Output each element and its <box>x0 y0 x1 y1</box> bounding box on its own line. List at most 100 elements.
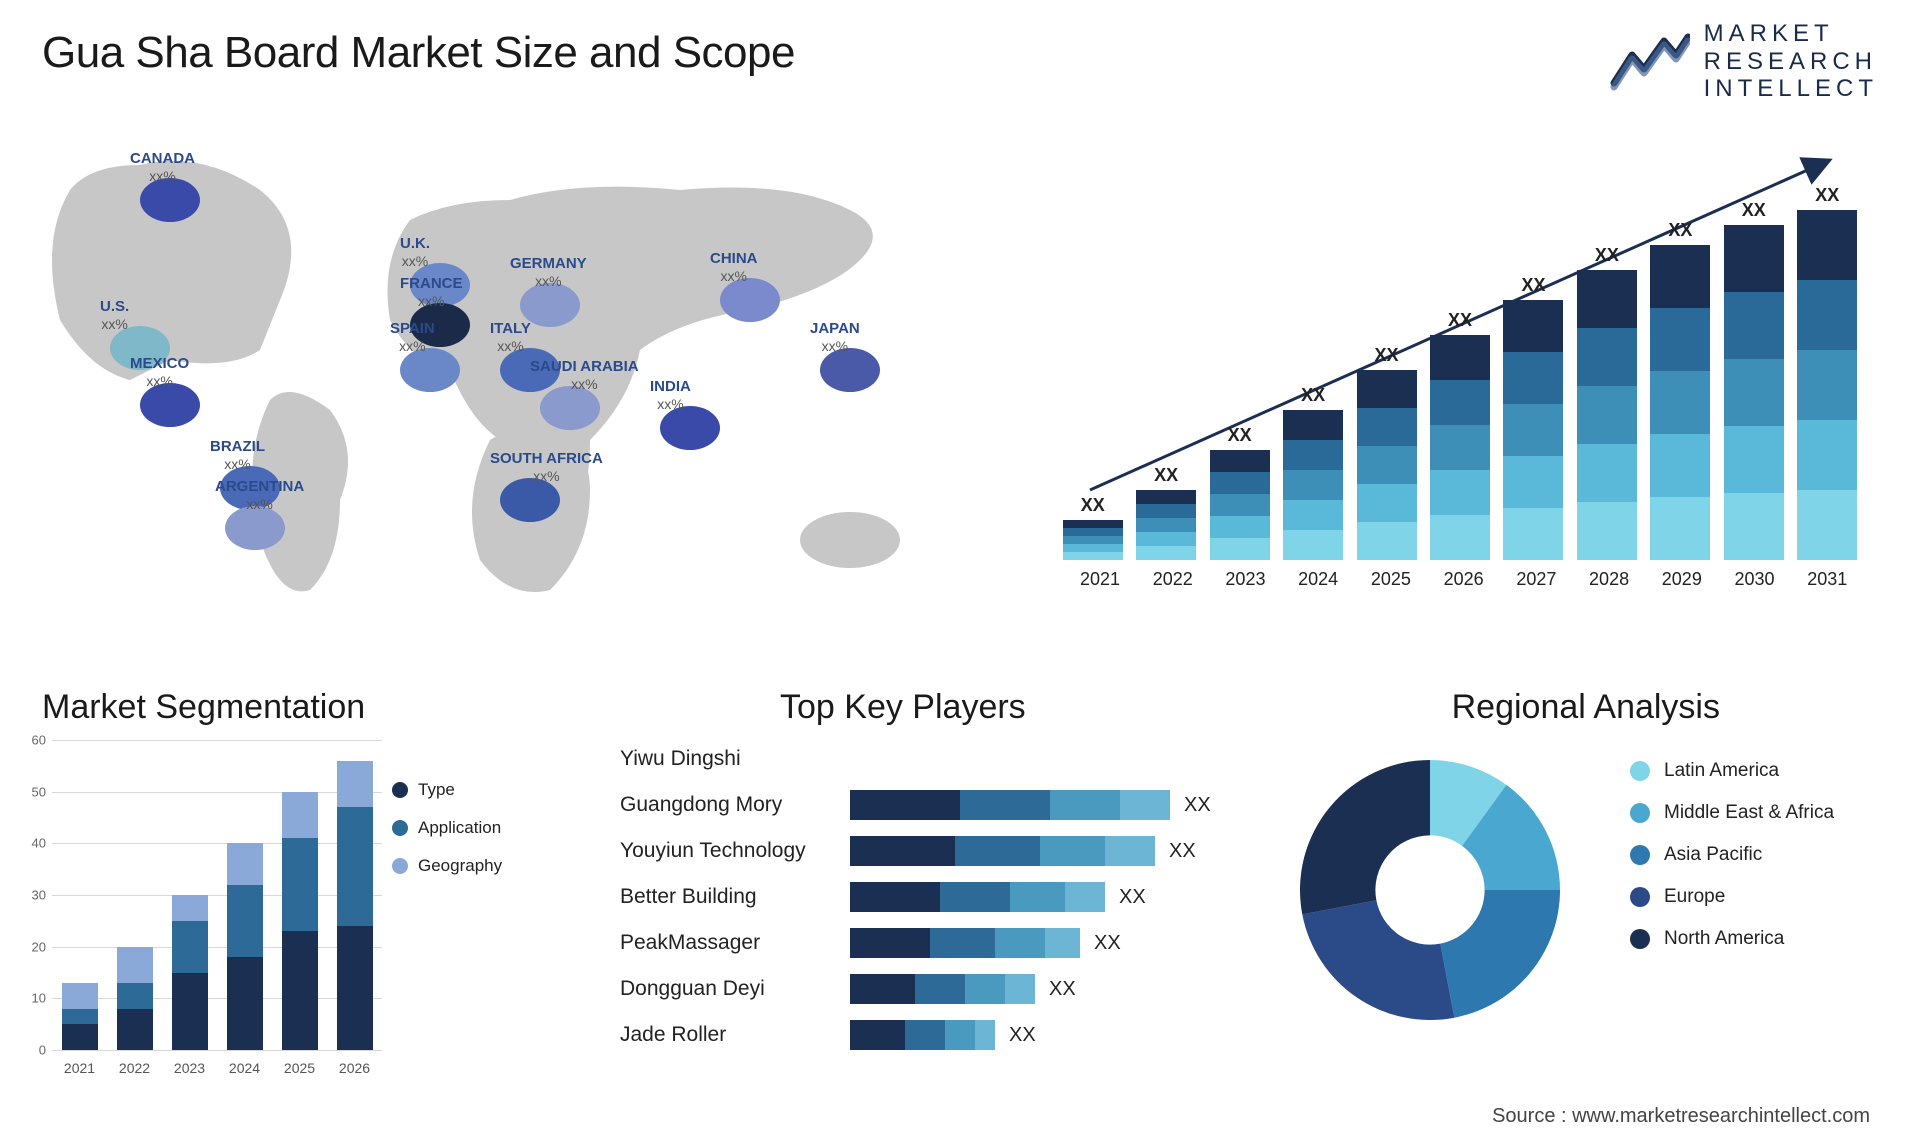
bar-segment <box>62 1024 98 1050</box>
bar-segment <box>62 983 98 1009</box>
player-row: Dongguan DeyiXX <box>620 970 1240 1008</box>
bar-segment <box>1045 928 1080 958</box>
bar-segment <box>337 926 373 1050</box>
bar-segment <box>1136 546 1196 560</box>
donut-svg <box>1290 750 1570 1030</box>
bar-segment <box>1503 456 1563 508</box>
bar-segment <box>1136 504 1196 518</box>
bar-segment <box>1063 528 1123 536</box>
bar-segment <box>1577 270 1637 328</box>
forecast-bar-value: XX <box>1742 200 1766 221</box>
player-name: PeakMassager <box>620 931 850 955</box>
bar-segment <box>1577 328 1637 386</box>
map-country-label: JAPANxx% <box>810 320 860 355</box>
bar-segment <box>227 885 263 957</box>
segmentation-bar <box>227 843 263 1050</box>
bar-segment <box>1357 370 1417 408</box>
forecast-category-label: 2022 <box>1137 569 1209 590</box>
forecast-bar: XX <box>1574 245 1639 560</box>
legend-item: Europe <box>1630 886 1870 908</box>
bar-segment <box>1063 536 1123 544</box>
map-country-label: ITALYxx% <box>490 320 531 355</box>
forecast-bar-value: XX <box>1448 310 1472 331</box>
bar-segment <box>1283 440 1343 470</box>
forecast-bar-value: XX <box>1301 385 1325 406</box>
bar-segment <box>850 790 960 820</box>
bar-segment <box>955 836 1040 866</box>
bar-segment <box>1136 490 1196 504</box>
brand-logo: MARKET RESEARCH INTELLECT <box>1610 20 1878 103</box>
player-row: Yiwu Dingshi <box>620 740 1240 778</box>
bar-segment <box>62 1009 98 1025</box>
segmentation-title: Market Segmentation <box>42 688 365 727</box>
bar-segment <box>1050 790 1120 820</box>
bar-segment <box>1797 350 1857 420</box>
player-row: Better BuildingXX <box>620 878 1240 916</box>
bar-segment <box>1065 882 1105 912</box>
regional-chart: Latin AmericaMiddle East & AfricaAsia Pa… <box>1290 740 1870 1090</box>
bar-segment <box>1210 538 1270 560</box>
segmentation-bar <box>282 792 318 1050</box>
player-name: Youyiun Technology <box>620 839 850 863</box>
forecast-bar: XX <box>1427 310 1492 560</box>
bar-segment <box>850 1020 905 1050</box>
logo-line3: INTELLECT <box>1704 75 1878 103</box>
bar-segment <box>1503 404 1563 456</box>
bar-segment <box>1724 493 1784 560</box>
bar-segment <box>1105 836 1155 866</box>
legend-item: Latin America <box>1630 760 1870 782</box>
bar-segment <box>965 974 1005 1004</box>
x-tick-label: 2023 <box>174 1060 205 1076</box>
bar-segment <box>1136 532 1196 546</box>
bar-segment <box>337 807 373 926</box>
player-bar <box>850 790 1170 820</box>
x-tick-label: 2024 <box>229 1060 260 1076</box>
bar-segment <box>945 1020 975 1050</box>
bar-segment <box>1357 484 1417 522</box>
map-country-label: CHINAxx% <box>710 250 758 285</box>
bar-segment <box>282 931 318 1050</box>
map-country-label: GERMANYxx% <box>510 255 587 290</box>
legend-item: Geography <box>392 856 542 876</box>
y-tick-label: 50 <box>32 784 46 799</box>
legend-swatch-icon <box>1630 803 1650 823</box>
legend-item: Asia Pacific <box>1630 844 1870 866</box>
forecast-category-label: 2029 <box>1646 569 1718 590</box>
bar-segment <box>1005 974 1035 1004</box>
forecast-category-label: 2031 <box>1791 569 1863 590</box>
player-bar <box>850 1020 995 1050</box>
y-tick-label: 10 <box>32 991 46 1006</box>
bar-segment <box>1430 515 1490 560</box>
x-tick-label: 2026 <box>339 1060 370 1076</box>
bar-segment <box>940 882 1010 912</box>
legend-swatch-icon <box>1630 761 1650 781</box>
player-name: Better Building <box>620 885 850 909</box>
map-country-label: U.S.xx% <box>100 298 129 333</box>
forecast-category-label: 2026 <box>1428 569 1500 590</box>
player-bar <box>850 836 1155 866</box>
donut-slice <box>1302 900 1454 1020</box>
legend-swatch-icon <box>392 782 408 798</box>
legend-item: Application <box>392 818 542 838</box>
forecast-bar-value: XX <box>1375 345 1399 366</box>
bar-segment <box>1040 836 1105 866</box>
world-map-chart: CANADAxx%U.S.xx%MEXICOxx%BRAZILxx%ARGENT… <box>30 120 950 620</box>
bar-segment <box>930 928 995 958</box>
bar-segment <box>337 761 373 808</box>
player-row: PeakMassagerXX <box>620 924 1240 962</box>
bar-segment <box>1357 446 1417 484</box>
page-title: Gua Sha Board Market Size and Scope <box>42 28 795 78</box>
segmentation-bar <box>172 895 208 1050</box>
forecast-category-label: 2025 <box>1355 569 1427 590</box>
segmentation-chart: 0102030405060 202120222023202420252026 T… <box>22 740 542 1080</box>
legend-item: Type <box>392 780 542 800</box>
bar-segment <box>1650 371 1710 434</box>
bar-segment <box>905 1020 945 1050</box>
bar-segment <box>1430 380 1490 425</box>
bar-segment <box>850 836 955 866</box>
bar-segment <box>1724 292 1784 359</box>
forecast-bar-value: XX <box>1815 185 1839 206</box>
y-tick-label: 30 <box>32 888 46 903</box>
bar-segment <box>172 895 208 921</box>
bar-segment <box>1797 280 1857 350</box>
